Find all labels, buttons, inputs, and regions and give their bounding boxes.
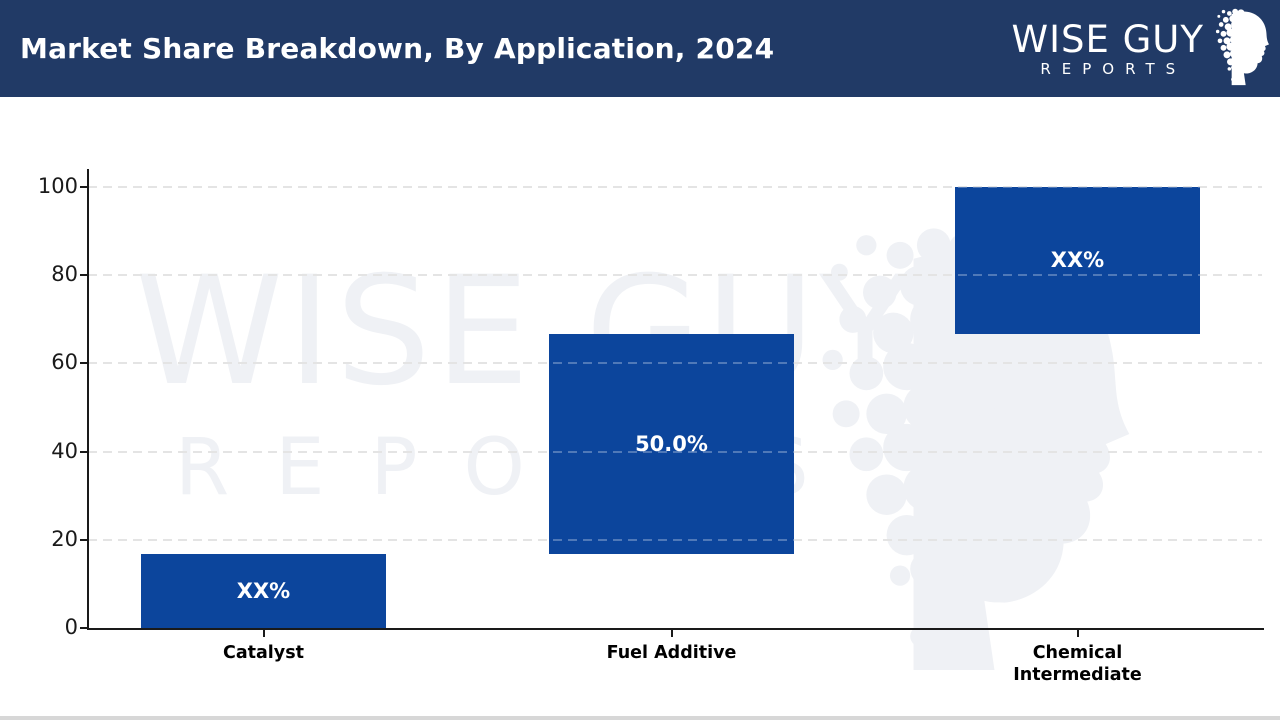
header-bar: Market Share Breakdown, By Application, …: [0, 0, 1280, 97]
y-tick-mark-80: [80, 274, 88, 277]
chart-area: WISE GUY REPORTS XX% 50.0% XX% 0 20 40 60 80 100…: [0, 97, 1280, 716]
y-tick-label-80: 80: [51, 262, 78, 287]
x-tick-mark-2: [670, 630, 673, 637]
footer-divider: [0, 716, 1280, 720]
y-tick-label-100: 100: [37, 174, 78, 198]
brand-logo: WISE GUY REPORTS: [1012, 4, 1276, 94]
page-title: Market Share Breakdown, By Application, …: [20, 32, 775, 65]
y-tick-mark-0: [80, 627, 88, 629]
y-tick-mark-100: [80, 186, 88, 188]
y-axis-line: [87, 169, 89, 630]
gridline-overlay-y80: [88, 274, 1262, 277]
bar-value-label: XX%: [236, 579, 291, 604]
brand-wordmark-line1: WISE GUY: [1011, 18, 1204, 61]
x-tick-mark-1: [262, 630, 265, 637]
gridline-y80: [88, 274, 1262, 277]
bar-value-label: 50.0%: [635, 432, 708, 457]
dotted-head-profile-icon: [1215, 8, 1269, 86]
gridline-overlay-y40: [88, 450, 1262, 453]
gridline-overlay-y20: [88, 538, 1262, 541]
x-axis-line: [87, 628, 1264, 630]
y-tick-label-40: 40: [51, 438, 78, 463]
y-tick-mark-40: [80, 450, 88, 453]
category-label-chemical-intermediate: Chemical Intermediate: [1013, 643, 1142, 685]
gridline-y100: [88, 186, 1262, 188]
y-tick-label-0: 0: [64, 615, 78, 639]
category-label-catalyst: Catalyst: [222, 643, 304, 663]
y-tick-label-60: 60: [51, 350, 78, 375]
gridline-overlay-y100: [88, 186, 1262, 188]
x-tick-mark-3: [1076, 630, 1079, 637]
gridline-overlay-y60: [88, 362, 1262, 365]
category-label-fuel-additive: Fuel Additive: [606, 643, 737, 663]
bar-fuel-additive: 50.0%: [549, 333, 794, 555]
bar-catalyst: XX%: [141, 554, 386, 628]
brand-wordmark: WISE GUY REPORTS: [1012, 21, 1204, 77]
bar-chemical-intermediate: XX%: [955, 187, 1200, 334]
y-tick-mark-60: [80, 362, 88, 365]
y-tick-mark-20: [80, 538, 88, 541]
bar-value-label: XX%: [1050, 248, 1105, 273]
brand-wordmark-line2: REPORTS: [1040, 60, 1187, 78]
y-tick-label-20: 20: [51, 526, 78, 551]
